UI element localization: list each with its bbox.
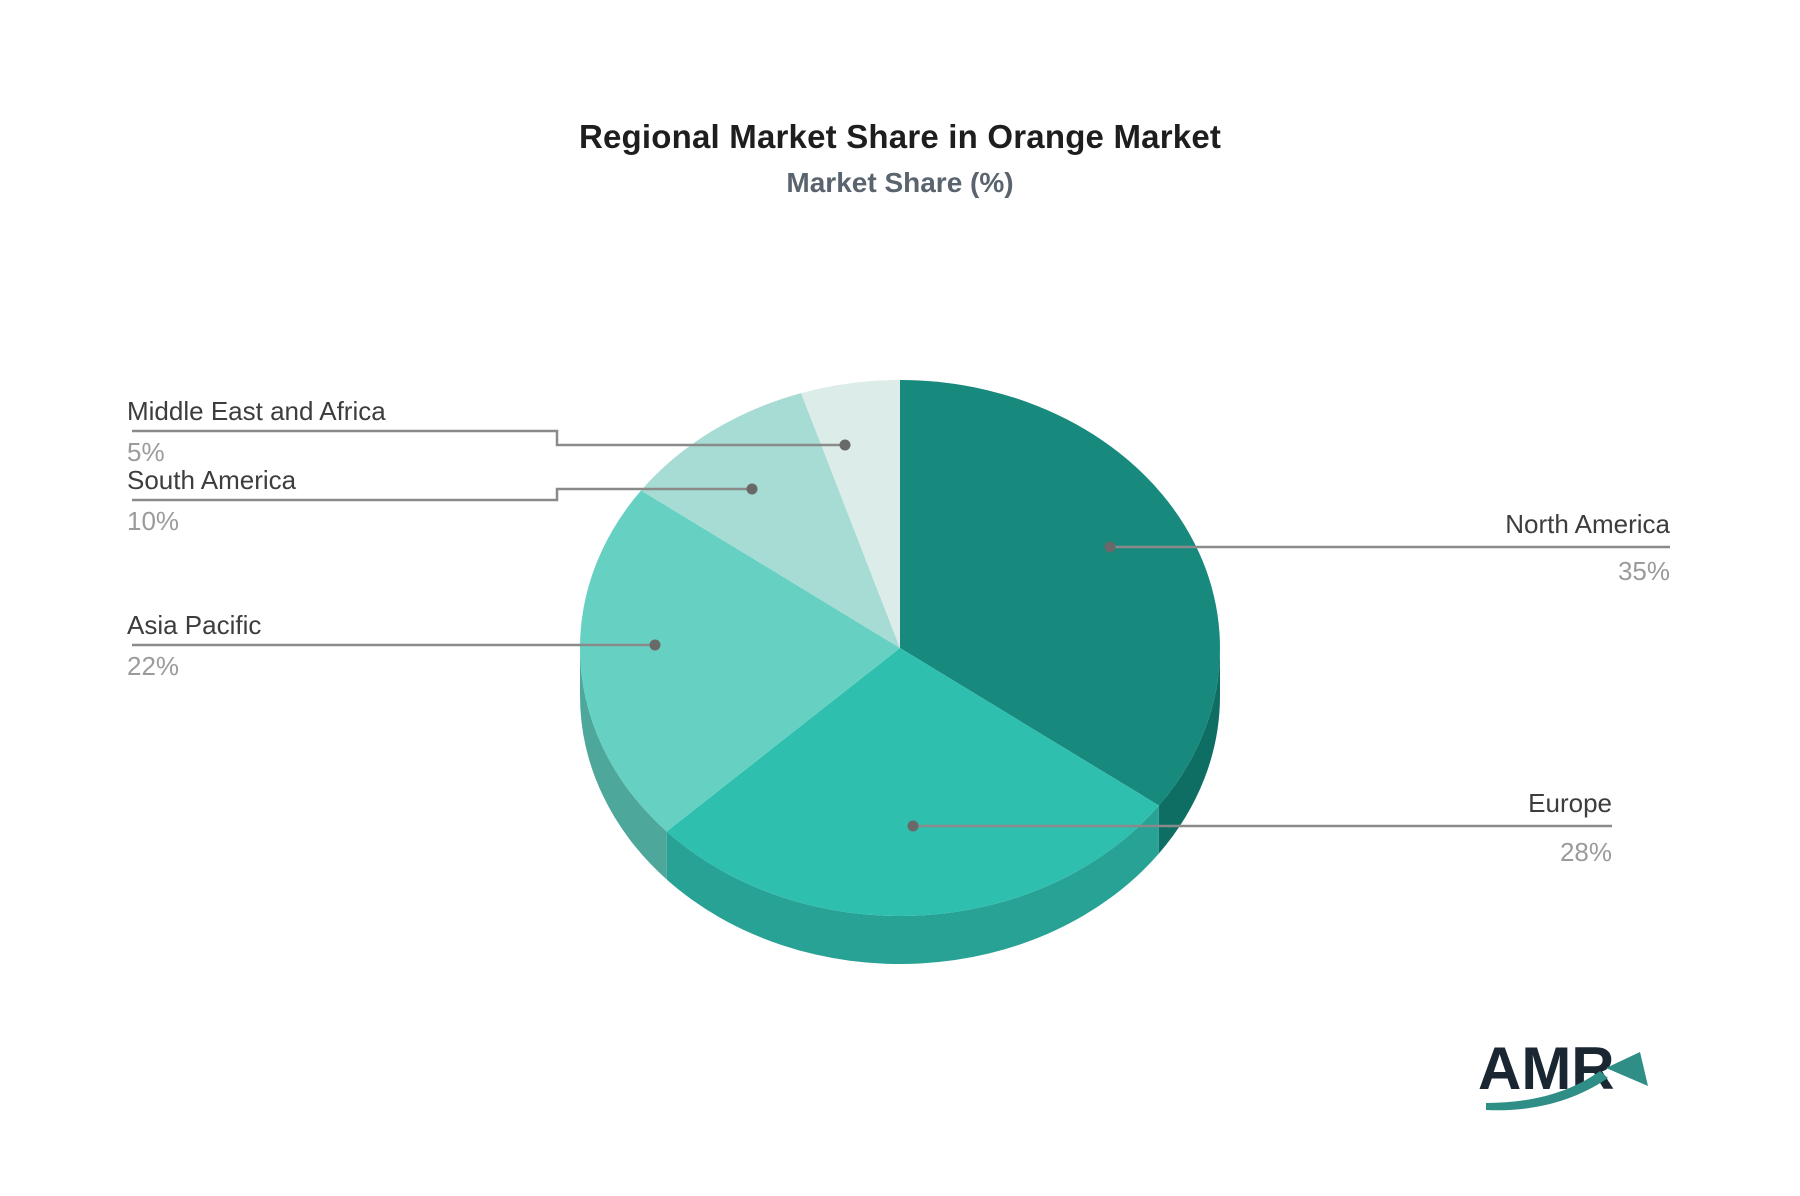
amr-logo-arrow-icon [1486,1052,1648,1111]
leader-dot-middle-east-and-africa [839,439,851,451]
slice-value-middle-east-and-africa: 5% [127,437,165,467]
amr-logo-text: AMR [1478,1035,1615,1102]
leader-dot-europe [907,820,919,832]
pie-slice-side-asia-pacific [580,648,667,880]
leader-dot-asia-pacific [649,639,661,651]
pie-slice-asia-pacific[interactable] [579,490,900,832]
chart-subtitle: Market Share (%) [786,167,1014,198]
leader-dot-south-america [746,483,758,495]
leader-line-middle-east-and-africa [132,429,845,447]
slice-label-middle-east-and-africa: Middle East and Africa [127,396,386,426]
pie-slice-north-america[interactable] [900,380,1220,806]
slice-label-europe: Europe [1528,788,1612,818]
slice-value-asia-pacific: 22% [127,651,180,681]
pie-slice-side-europe [666,805,1159,965]
slice-label-asia-pacific: Asia Pacific [127,610,262,640]
pie-slice-side-north-america [1158,648,1220,854]
pie-slice-south-america[interactable] [641,393,900,648]
slice-value-europe: 28% [1559,837,1612,867]
slice-value-north-america: 35% [1617,556,1670,586]
leader-line-south-america [132,487,752,502]
leader-dot-north-america [1104,541,1116,553]
pie-slice-middle-east-and-africa[interactable] [801,380,900,648]
pie-slices [579,380,1220,917]
slice-label-north-america: North America [1505,509,1670,539]
chart-title: Regional Market Share in Orange Market [578,118,1222,155]
slice-value-south-america: 10% [127,506,180,536]
pie-depth-sides [580,648,1220,965]
pie-slice-europe[interactable] [666,648,1159,917]
amr-logo: AMR [1478,1034,1708,1154]
slice-label-south-america: South America [127,465,297,495]
